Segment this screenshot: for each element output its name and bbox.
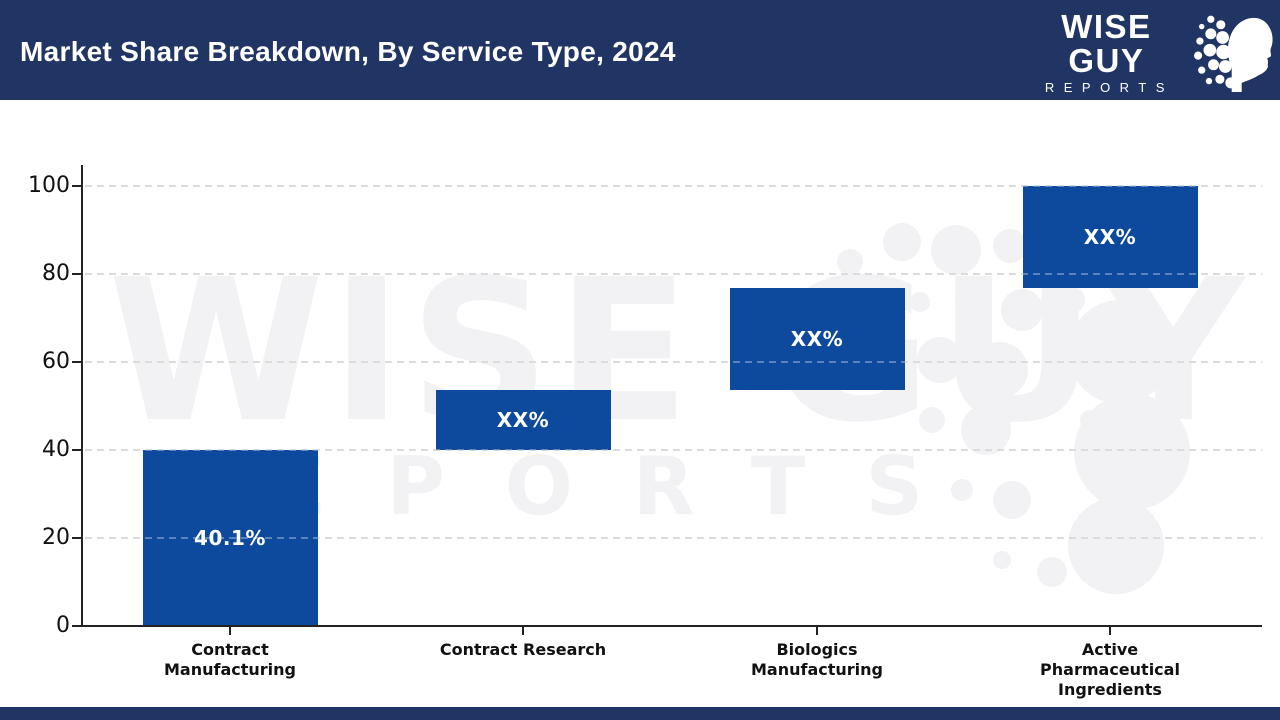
x-category-label-line: Contract	[191, 640, 269, 659]
y-axis-tick-label: 100	[28, 173, 70, 198]
x-axis-tick	[522, 627, 524, 635]
y-axis-tick	[72, 185, 83, 187]
logo-wiseguy-text: WISE GUY	[1061, 7, 1152, 79]
grid-line	[85, 361, 1262, 363]
y-axis-tick-label: 80	[42, 261, 70, 286]
wiseguy-reports-logo: WISE GUY REPORTS	[1026, 6, 1276, 98]
bar: XX%	[435, 389, 611, 450]
footer-band	[0, 707, 1280, 720]
chart-title: Market Share Breakdown, By Service Type,…	[20, 36, 676, 67]
logo-wordmark: WISE GUY REPORTS	[1026, 7, 1187, 95]
y-axis-tick-label: 60	[42, 349, 70, 374]
bar: XX%	[1022, 186, 1198, 288]
grid-line	[85, 185, 1262, 187]
logo-reports-text: REPORTS	[1044, 79, 1174, 95]
y-axis-tick-label: 40	[42, 437, 70, 462]
bar-value-label: XX%	[1083, 224, 1137, 249]
x-category-label: Contract Research	[403, 640, 643, 660]
y-axis-tick	[72, 273, 83, 275]
x-category-label-line: Pharmaceutical	[1040, 660, 1180, 679]
grid-line	[85, 537, 1262, 539]
grid-line-overlay	[85, 185, 1262, 187]
x-category-label-line: Biologics	[776, 640, 858, 659]
y-axis-tick	[72, 449, 83, 451]
x-category-label-line: Manufacturing	[751, 660, 883, 679]
bar-value-label: 40.1%	[194, 525, 266, 550]
y-axis-tick-label: 0	[56, 613, 70, 638]
y-axis-tick	[72, 361, 83, 363]
x-category-label-line: Contract Research	[439, 640, 607, 659]
x-category-label-line: Ingredients	[1058, 680, 1162, 699]
x-category-label-line: Manufacturing	[164, 660, 296, 679]
y-axis-line	[81, 165, 83, 627]
grid-line-overlay	[85, 449, 1262, 451]
y-axis-tick-label: 20	[42, 525, 70, 550]
y-axis-tick	[72, 537, 83, 539]
grid-line-overlay	[85, 273, 1262, 275]
bar: 40.1%	[142, 449, 318, 626]
x-category-label-line: Active	[1081, 640, 1139, 659]
grid-line	[85, 449, 1262, 451]
header-band: Market Share Breakdown, By Service Type,…	[0, 0, 1280, 100]
x-category-label: Contract Manufacturing	[110, 640, 350, 680]
bar: XX%	[729, 287, 905, 390]
x-axis-tick	[229, 627, 231, 635]
x-axis-tick	[816, 627, 818, 635]
bar-value-label: XX%	[790, 326, 844, 351]
y-axis-tick	[72, 625, 83, 627]
wiseguy-head-icon	[1193, 15, 1273, 92]
grid-line	[85, 273, 1262, 275]
x-category-label: Biologics Manufacturing	[697, 640, 937, 680]
x-axis-tick	[1109, 627, 1111, 635]
x-category-label: Active Pharmaceutical Ingredients	[990, 640, 1230, 700]
grid-line-overlay	[85, 361, 1262, 363]
x-axis-line	[81, 625, 1262, 627]
grid-line-overlay	[85, 537, 1262, 539]
bar-value-label: XX%	[496, 407, 550, 432]
